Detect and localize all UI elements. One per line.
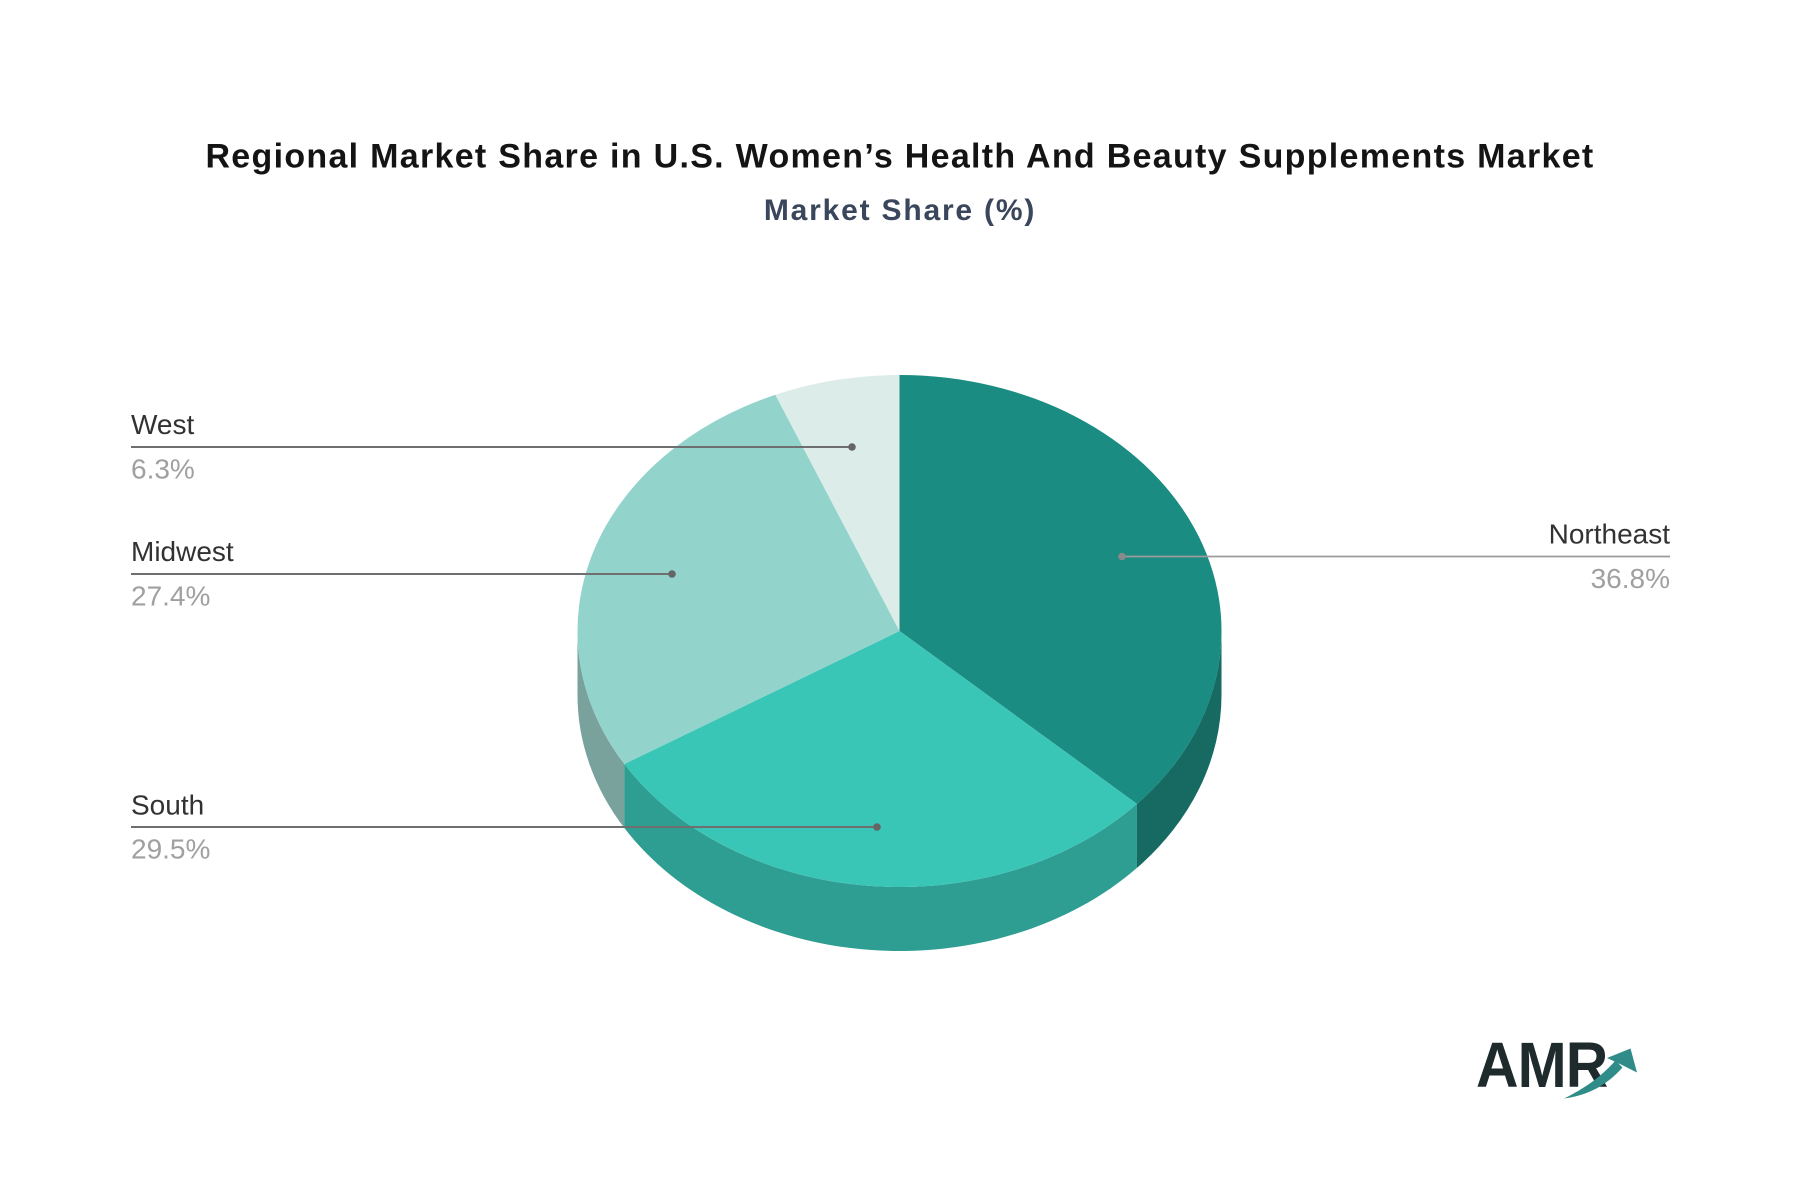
svg-text:29.5%: 29.5% <box>131 834 210 865</box>
svg-text:6.3%: 6.3% <box>131 454 195 485</box>
svg-text:Market Share (%): Market Share (%) <box>764 194 1036 227</box>
svg-text:Northeast: Northeast <box>1549 519 1671 550</box>
svg-text:27.4%: 27.4% <box>131 581 210 612</box>
svg-text:Regional Market Share in U.S.: Regional Market Share in U.S. Women’s He… <box>205 138 1594 176</box>
svg-text:36.8%: 36.8% <box>1591 563 1670 594</box>
svg-text:South: South <box>131 790 204 821</box>
svg-text:Midwest: Midwest <box>131 536 234 567</box>
svg-text:West: West <box>131 409 194 440</box>
